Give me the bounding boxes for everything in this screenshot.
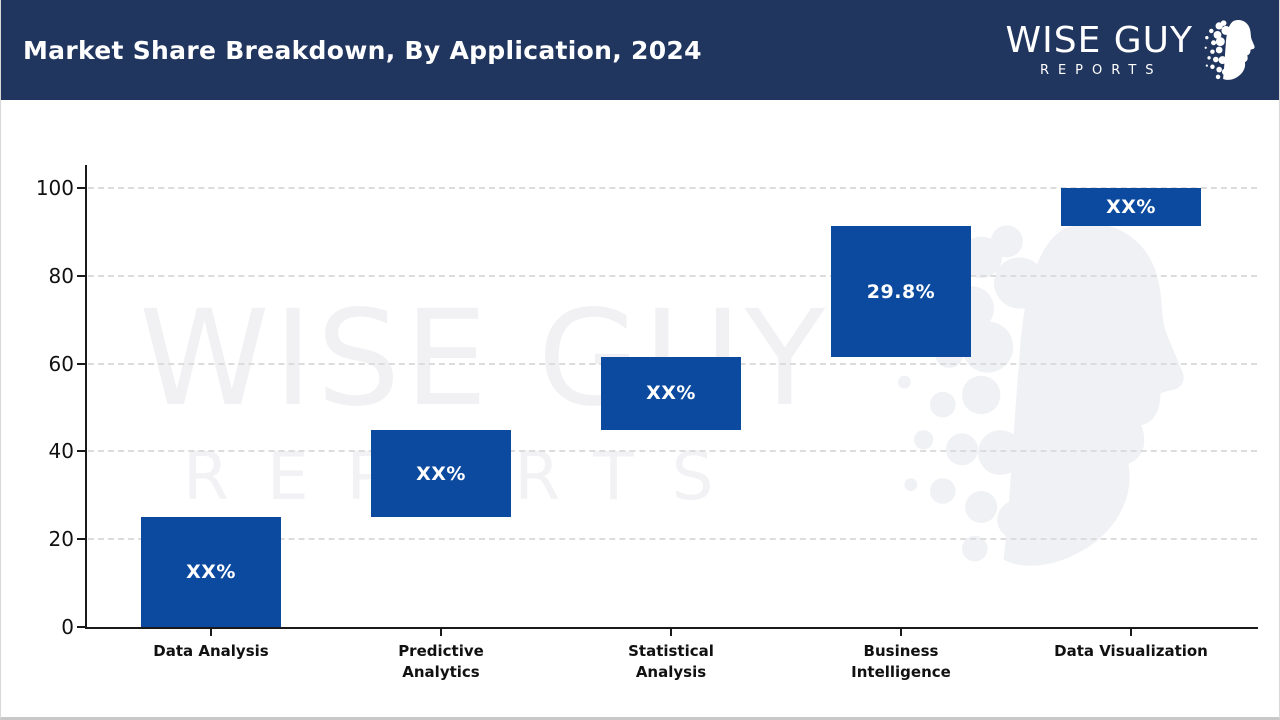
x-category-label: Statistical Analysis [628, 642, 714, 681]
x-tick-mark [210, 629, 212, 636]
logo-text: WISE GUY REPORTS [1005, 19, 1194, 78]
y-axis-line [85, 165, 87, 629]
bar-segment: XX% [371, 429, 511, 518]
x-category-label: Data Analysis [153, 642, 269, 660]
bar-value-label: 29.8% [866, 280, 936, 303]
x-tick-mark [670, 629, 672, 636]
logo-brand-line1: WISE GUY [1005, 19, 1193, 61]
x-category-label: Predictive Analytics [398, 642, 484, 681]
gridline [88, 450, 1257, 453]
bar-segment: XX% [601, 357, 741, 430]
bar-value-label: XX% [646, 382, 696, 405]
bar-segment: XX% [1061, 188, 1201, 227]
header: Market Share Breakdown, By Application, … [1, 0, 1279, 100]
bar-value-label: XX% [416, 462, 466, 485]
y-tick-label: 20 [48, 527, 74, 552]
x-category-label: Data Visualization [1054, 642, 1208, 660]
y-tick-label: 40 [48, 439, 74, 464]
wiseguy-logo: WISE GUY REPORTS [1006, 9, 1256, 91]
y-tick-label: 100 [35, 176, 74, 200]
gridline [88, 274, 1257, 277]
bar-value-label: XX% [1106, 196, 1156, 219]
bar-segment: 29.8% [831, 226, 971, 357]
y-tick-mark [77, 274, 85, 277]
logo-brand-line2: REPORTS [1039, 62, 1163, 78]
y-tick-label: 60 [48, 351, 74, 376]
y-tick-label: 80 [48, 263, 74, 288]
bar-value-label: XX% [186, 561, 236, 584]
x-tick-mark [900, 629, 902, 636]
y-tick-mark [77, 362, 85, 365]
x-tick-mark [440, 629, 442, 636]
y-tick-label: 0 [61, 615, 74, 639]
y-tick-mark [77, 538, 85, 541]
y-tick-mark [77, 187, 85, 189]
gridline [88, 538, 1257, 541]
x-tick-mark [1130, 629, 1132, 636]
y-tick-mark [77, 626, 85, 628]
x-axis-line [85, 627, 1258, 629]
bar-segment: XX% [141, 517, 281, 627]
gridline [88, 187, 1257, 189]
page-title: Market Share Breakdown, By Application, … [23, 35, 702, 65]
x-category-label: Business Intelligence [851, 642, 951, 681]
y-tick-mark [77, 450, 85, 453]
